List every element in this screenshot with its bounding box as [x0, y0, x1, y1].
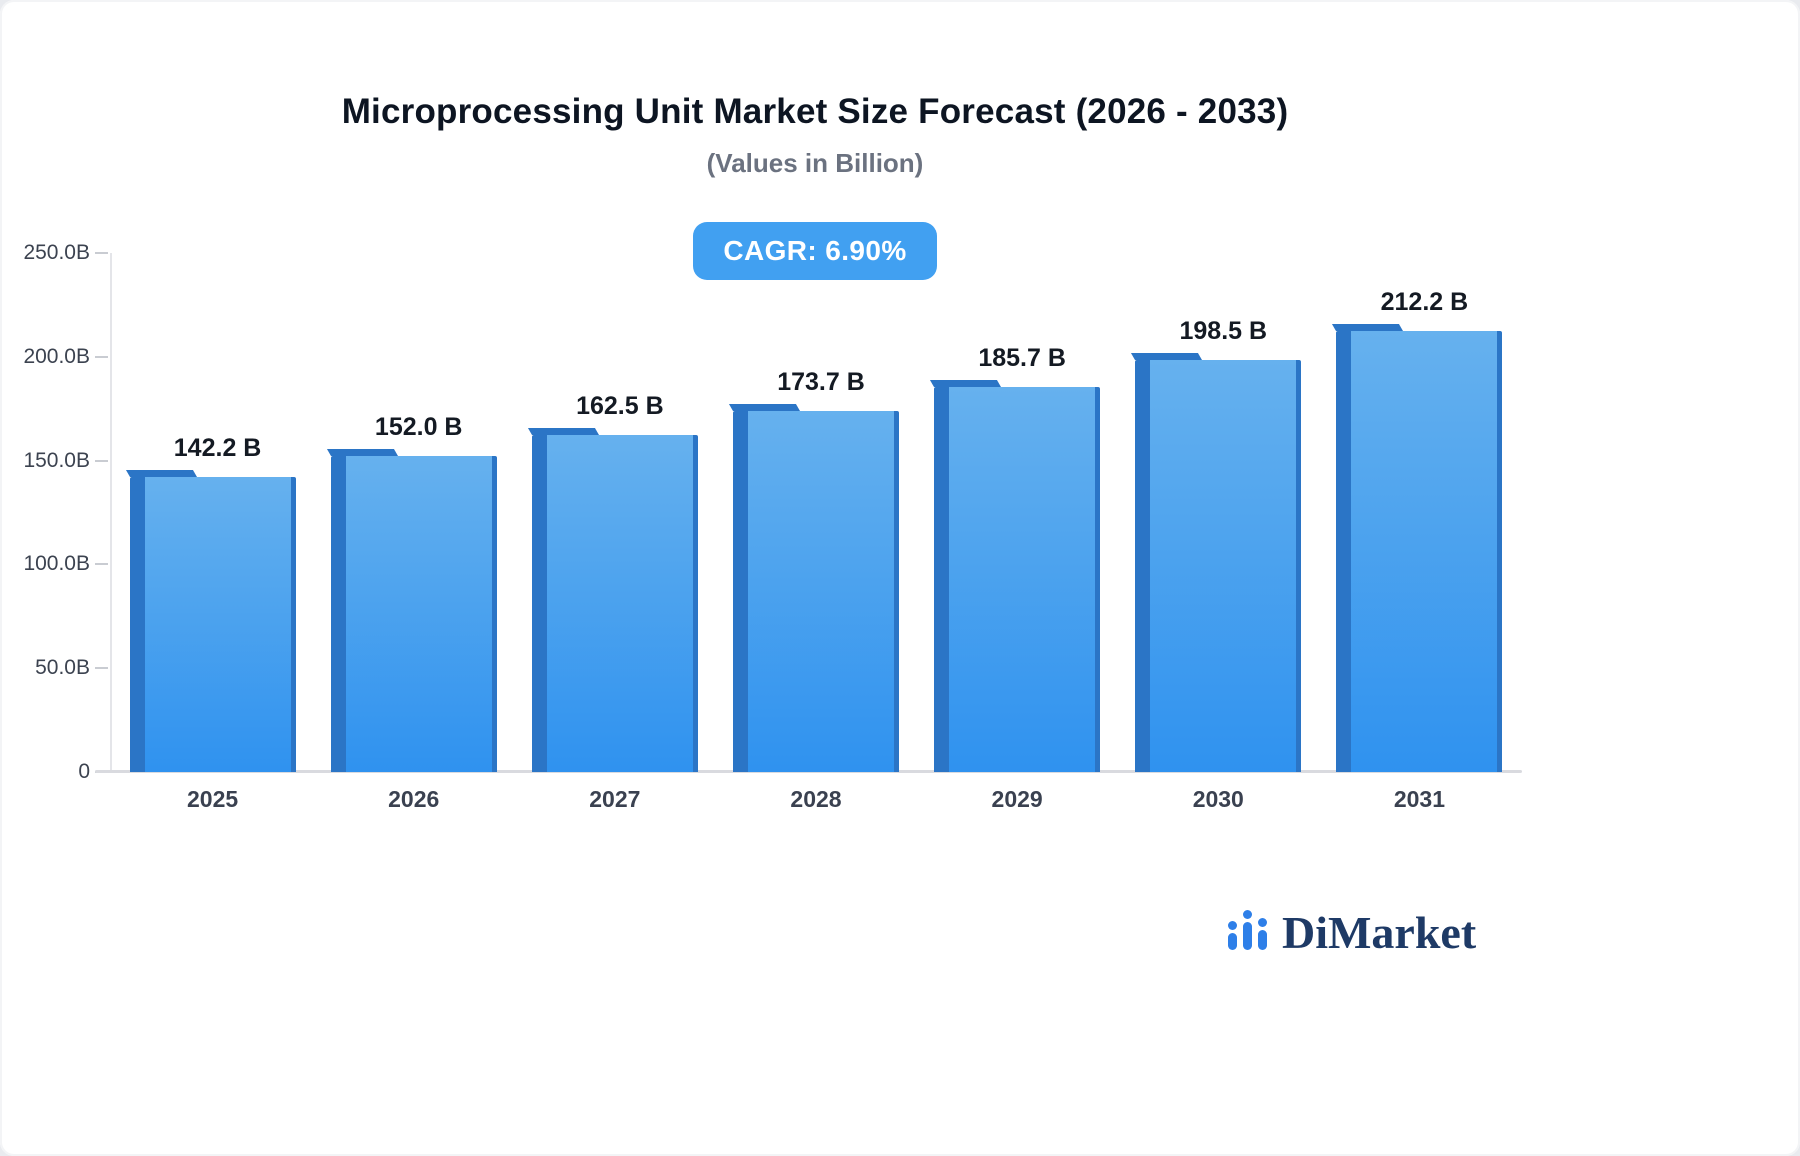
bar-group-2026: 152.0 B: [313, 253, 514, 772]
x-axis-label-2028: 2028: [790, 786, 842, 812]
bar-chart-icon-bar: [1258, 918, 1267, 950]
x-axis-label-2026: 2026: [388, 786, 440, 812]
bar-group-2029: 185.7 B: [917, 253, 1118, 772]
bar-chart-icon: [1228, 898, 1267, 959]
y-tick-mark: [95, 563, 108, 566]
dimarket-logo: DiMarket: [1228, 898, 1476, 959]
chart-subtitle: (Values in Billion): [706, 148, 924, 178]
bar-2026: 152.0 B: [330, 413, 497, 772]
bar-2029: 185.7 B: [934, 344, 1101, 772]
bar-value-label: 162.5 B: [576, 391, 664, 420]
x-axis-labels: 2025 2026 2027 2028 2029 2030 2031: [112, 786, 1520, 813]
bar-value-label: 212.2 B: [1380, 288, 1469, 317]
bar-2028: 173.7 B: [732, 368, 899, 772]
bar-2030: 198.5 B: [1135, 317, 1302, 772]
y-tick-label: 100.0B: [23, 552, 90, 576]
y-tick-mark: [95, 252, 108, 254]
bar-value-label: 173.7 B: [777, 368, 865, 397]
y-tick-label: 200.0B: [23, 344, 90, 368]
x-axis-label-2025: 2025: [186, 786, 239, 812]
bar-value-label: 142.2 B: [173, 433, 262, 462]
y-tick-mark: [95, 355, 108, 358]
y-axis-line: [110, 253, 112, 773]
plot-area: 142.2 B 152.0 B 162.5 B 173.7 B 185.7 B 198.5…: [112, 253, 1520, 772]
bar-chart-icon-bar: [1243, 910, 1252, 950]
y-tick-label: 150.0B: [23, 448, 90, 472]
cagr-badge: CAGR: 6.90%: [693, 222, 937, 280]
bar-chart-icon-bar: [1228, 921, 1237, 950]
bar-value-label: 185.7 B: [978, 343, 1066, 372]
y-axis: 0 50.0B 100.0B 150.0B 200.0B 250.0B: [0, 241, 110, 783]
y-tick-label: 250.0B: [23, 241, 90, 264]
y-tick-label: 50.0B: [35, 656, 90, 680]
bar-2027: 162.5 B: [531, 392, 698, 772]
bar-group-2030: 198.5 B: [1118, 253, 1319, 772]
x-axis-label-2030: 2030: [1192, 786, 1244, 812]
bar-group-2025: 142.2 B: [112, 253, 313, 772]
bar-2031: 212.2 B: [1336, 288, 1503, 772]
y-tick-mark: [95, 459, 108, 462]
x-axis-label-2027: 2027: [589, 786, 641, 812]
bar-value-label: 198.5 B: [1179, 316, 1268, 345]
y-tick-label: 0: [78, 760, 90, 783]
chart-title: Microprocessing Unit Market Size Forecas…: [341, 92, 1289, 131]
bar-group-2027: 162.5 B: [514, 253, 715, 772]
cagr-badge-row: CAGR: 6.90%: [0, 222, 1630, 280]
logo-text: DiMarket: [1282, 907, 1477, 959]
bar-group-2028: 173.7 B: [715, 253, 916, 772]
x-axis-label-2029: 2029: [991, 786, 1043, 812]
x-axis-label-2031: 2031: [1393, 786, 1445, 812]
bar-value-label: 152.0 B: [374, 413, 463, 442]
bar-2025: 142.2 B: [129, 434, 296, 772]
y-tick-mark: [95, 667, 108, 670]
bar-group-2031: 212.2 B: [1319, 253, 1520, 772]
